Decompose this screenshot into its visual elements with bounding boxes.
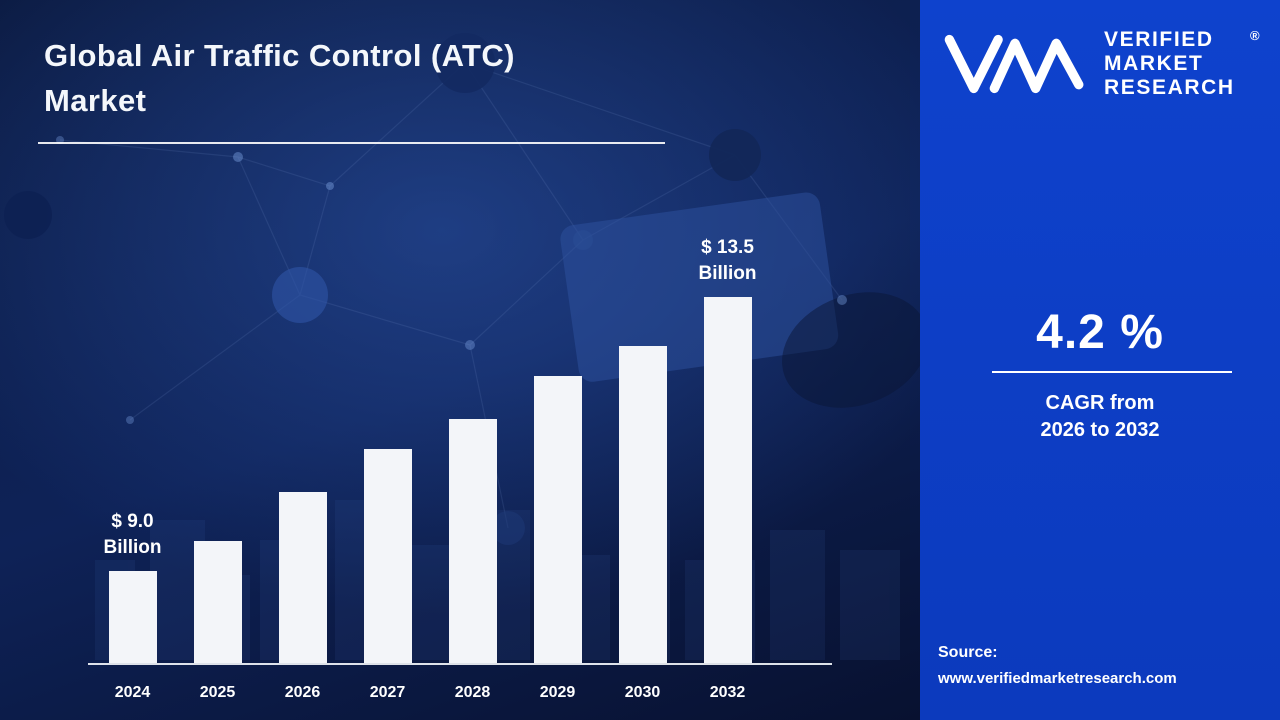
- page-title: Global Air Traffic Control (ATC) Market: [44, 34, 515, 124]
- x-axis-label: 2028: [454, 684, 491, 701]
- source-block: Source: www.verifiedmarketresearch.com: [938, 644, 1177, 687]
- cagr-caption-line-1: CAGR from: [1045, 392, 1155, 414]
- sidebar: VERIFIED MARKET RESEARCH ® 4.2 % CAGR fr…: [920, 0, 1280, 720]
- brand-name: VERIFIED MARKET RESEARCH: [1104, 28, 1235, 100]
- brand-line: VERIFIED: [1104, 28, 1214, 51]
- bar-column: [515, 376, 600, 663]
- brand-line: RESEARCH: [1104, 76, 1235, 99]
- bar-value-label: $ 9.0 Billion: [103, 510, 162, 559]
- x-axis-label: 2027: [369, 684, 406, 701]
- bar-column: [345, 449, 430, 663]
- bar: [193, 541, 242, 663]
- brand-logo: VERIFIED MARKET RESEARCH: [940, 28, 1235, 100]
- bar: [448, 419, 497, 663]
- bar: [703, 297, 752, 663]
- cagr-value: 4.2 %: [1036, 306, 1164, 359]
- registered-trademark: ®: [1250, 28, 1260, 43]
- bar: [533, 376, 582, 663]
- title-line-1: Global Air Traffic Control (ATC): [44, 38, 515, 73]
- bar-column: [175, 541, 260, 663]
- x-axis: 2024 2025 2026 2027 2028 2029 2030 2032: [90, 684, 770, 702]
- hand-silhouette: [782, 292, 920, 408]
- x-axis-label: 2026: [284, 684, 321, 701]
- x-axis-label: 2024: [114, 684, 151, 701]
- x-axis-label: 2025: [199, 684, 236, 701]
- tablet-shape: [560, 192, 839, 382]
- x-axis-label: 2032: [709, 684, 746, 701]
- bar-column: $ 13.5 Billion: [685, 235, 770, 663]
- cagr-caption-line-2: 2026 to 2032: [1040, 419, 1160, 441]
- source-url[interactable]: www.verifiedmarketresearch.com: [938, 670, 1177, 687]
- title-line-2: Market: [44, 82, 147, 118]
- source-label: Source:: [938, 644, 998, 661]
- title-underline: [38, 142, 665, 144]
- cagr-divider: [992, 371, 1232, 373]
- bar: [363, 449, 412, 663]
- bar-value-label: $ 13.5 Billion: [698, 236, 757, 285]
- bar: [618, 346, 667, 663]
- bar-column: [430, 419, 515, 663]
- bar: [278, 492, 327, 663]
- bar-column: $ 9.0 Billion: [90, 509, 175, 663]
- chart-panel: Global Air Traffic Control (ATC) Market …: [0, 0, 920, 720]
- bar-chart: $ 9.0 Billion $ 13.5 Billion: [90, 235, 770, 663]
- x-axis-label: 2030: [624, 684, 661, 701]
- x-axis-line: [88, 663, 832, 665]
- network-nodes: [4, 33, 847, 545]
- bar-column: [600, 346, 685, 663]
- bar: [108, 571, 157, 663]
- brand-line: MARKET: [1104, 52, 1204, 75]
- x-axis-label: 2029: [539, 684, 576, 701]
- vmr-logo-icon: [944, 34, 1084, 94]
- cagr-caption: CAGR from 2026 to 2032: [920, 390, 1280, 444]
- bar-column: [260, 492, 345, 663]
